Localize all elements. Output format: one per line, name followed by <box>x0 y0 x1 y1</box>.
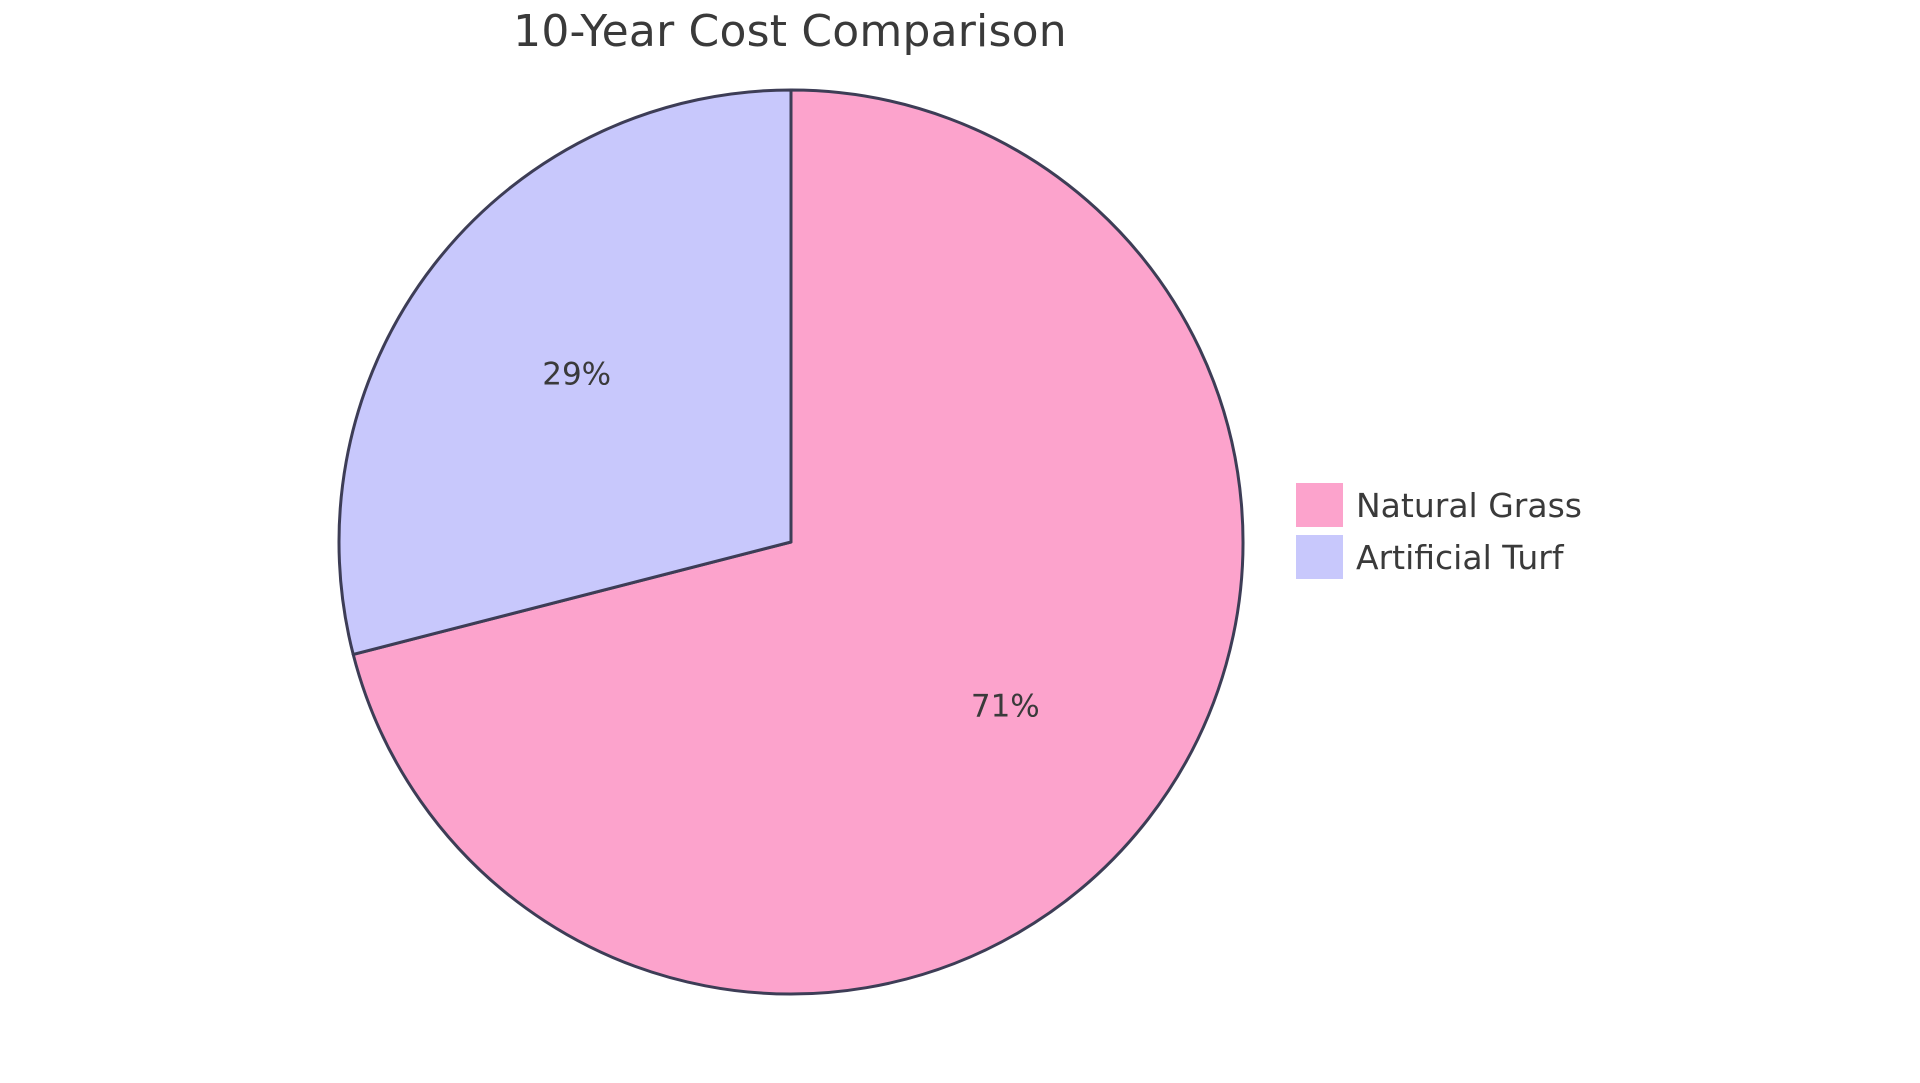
legend-swatch-natural-grass <box>1296 483 1343 527</box>
chart-title: 10-Year Cost Comparison <box>513 6 1067 57</box>
legend-item-natural-grass[interactable]: Natural Grass <box>1296 483 1582 527</box>
legend-item-artificial-turf[interactable]: Artificial Turf <box>1296 535 1582 579</box>
pie-svg: 71% 29% <box>337 88 1245 996</box>
pie-plot-area: 71% 29% <box>335 88 1249 996</box>
legend-label-artificial-turf: Artificial Turf <box>1356 537 1564 577</box>
pie-slice-value-natural-grass: 71% <box>971 689 1040 725</box>
legend-swatch-artificial-turf <box>1296 535 1343 579</box>
chart-legend: Natural Grass Artificial Turf <box>1296 483 1582 579</box>
pie-slice-artificial-turf[interactable] <box>337 88 793 656</box>
legend-label-natural-grass: Natural Grass <box>1356 485 1582 525</box>
pie-slice-natural-grass[interactable] <box>351 88 1245 996</box>
pie-slice-value-artificial-turf: 29% <box>542 356 611 392</box>
